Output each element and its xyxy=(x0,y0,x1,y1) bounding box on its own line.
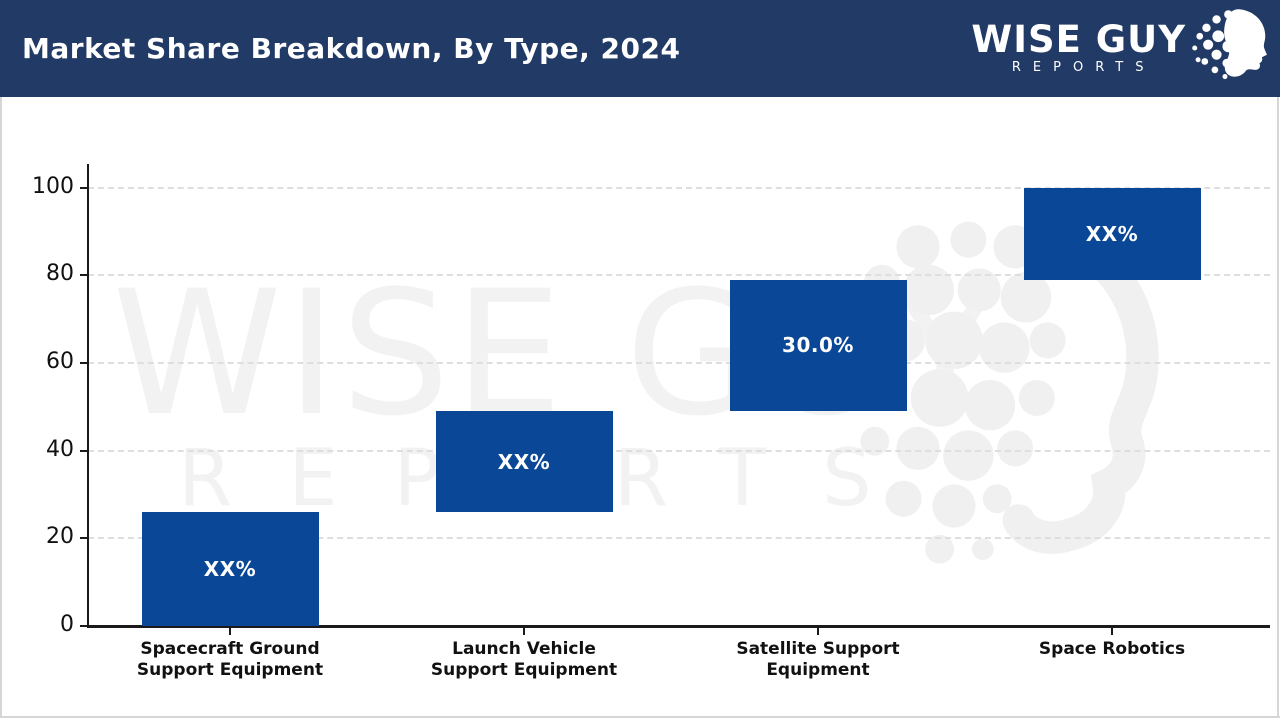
figure-border-bottom xyxy=(0,716,1280,718)
gridline-y20 xyxy=(88,537,1270,540)
x-axis-tick-mark xyxy=(523,627,525,635)
page-title: Market Share Breakdown, By Type, 2024 xyxy=(22,32,681,65)
y-axis-tick-mark xyxy=(80,537,88,540)
bar-value-label: 30.0% xyxy=(782,333,854,358)
category-label-line: Satellite Support xyxy=(736,639,900,659)
header: Market Share Breakdown, By Type, 2024 WI… xyxy=(0,0,1280,97)
category-label-line: Launch Vehicle xyxy=(452,639,596,659)
gridline-y80 xyxy=(88,274,1270,277)
x-axis-category-label: Spacecraft Ground Support Equipment xyxy=(80,639,380,681)
x-axis-category-label: Satellite Support Equipment xyxy=(668,639,968,681)
y-axis-tick-label: 80 xyxy=(46,261,74,287)
bar-value-label: XX% xyxy=(203,556,257,581)
logo-subtext: REPORTS xyxy=(1011,60,1156,76)
gridline-y40 xyxy=(88,449,1270,452)
wise-guy-logo: WISE GUY REPORTS xyxy=(971,6,1272,90)
bar-value-label: XX% xyxy=(1085,221,1139,246)
category-label-line: Space Robotics xyxy=(1038,639,1186,659)
gridline-y100 xyxy=(88,186,1270,189)
bar-segment: XX% xyxy=(1023,187,1201,280)
y-axis-tick-label: 0 xyxy=(60,612,74,637)
y-axis-tick-label: 20 xyxy=(46,524,74,550)
logo-text: WISE GUY REPORTS xyxy=(971,17,1186,76)
y-axis-tick-label: 100 xyxy=(32,173,74,199)
y-axis-tick-label: 60 xyxy=(46,348,74,374)
category-label-line: Support Equipment xyxy=(136,660,324,680)
bar-segment: XX% xyxy=(141,511,319,626)
x-axis-line xyxy=(88,625,1270,628)
y-axis-tick-mark xyxy=(80,625,88,627)
x-axis-tick-mark xyxy=(229,627,231,635)
logo-head-icon xyxy=(1192,9,1267,80)
x-axis-category-label: Space Robotics xyxy=(962,639,1262,660)
logo-wordmark: WISE GUY xyxy=(971,17,1186,61)
y-axis-tick-label: 40 xyxy=(46,436,74,462)
y-axis-tick-mark xyxy=(80,274,88,277)
x-axis-category-label: Launch Vehicle Support Equipment xyxy=(374,639,674,681)
x-axis-tick-mark xyxy=(1111,627,1113,635)
gridline-y60 xyxy=(88,361,1270,364)
y-axis-tick-mark xyxy=(80,361,88,364)
bar-value-label: XX% xyxy=(497,449,551,474)
figure-border-left xyxy=(0,97,2,717)
x-axis-tick-mark xyxy=(817,627,819,635)
figure-border-right xyxy=(1277,97,1279,717)
category-label-line: Spacecraft Ground xyxy=(140,639,320,659)
bar-segment: XX% xyxy=(435,411,613,512)
y-axis-line xyxy=(87,164,89,628)
category-label-line: Support Equipment xyxy=(430,660,618,680)
bar-segment: 30.0% xyxy=(729,279,907,412)
y-axis-tick-mark xyxy=(80,449,88,452)
category-label-line: Equipment xyxy=(766,660,870,680)
y-axis-tick-mark xyxy=(80,186,88,189)
